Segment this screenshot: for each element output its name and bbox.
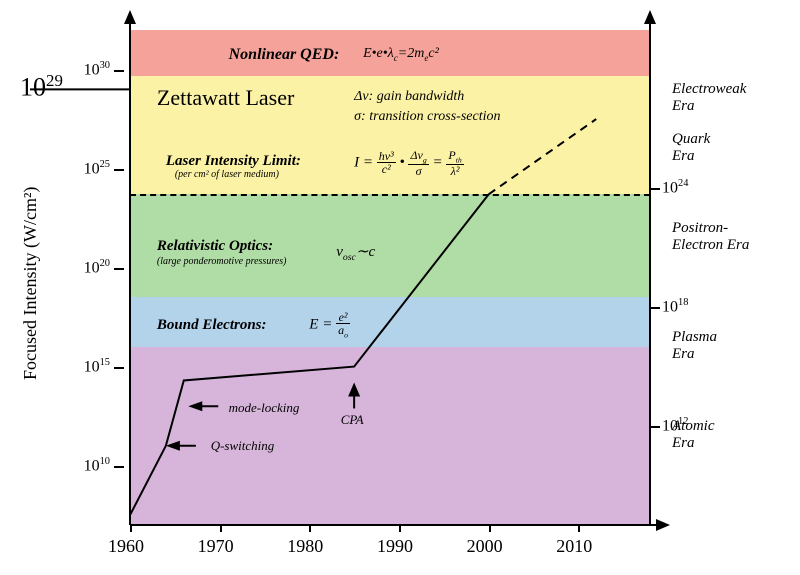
tick-left-20 <box>114 268 124 270</box>
tick-right-18 <box>650 307 660 309</box>
rel-formula: vosc∼c <box>336 242 375 263</box>
def-sigma: σ: transition cross-section <box>354 109 500 125</box>
tick-x-1980 <box>309 524 311 532</box>
tick-right-24 <box>650 188 660 190</box>
nonlinear-formula: E•e•λc=2mec² <box>363 46 439 63</box>
era-plasma-era: PlasmaEra <box>672 329 717 363</box>
bound-title: Bound Electrons: <box>157 317 267 334</box>
ylabel-left-25: 1025 <box>60 159 110 178</box>
tick-left-15 <box>114 367 124 369</box>
mode-locking-label: mode-locking <box>229 400 300 416</box>
tick-x-1960 <box>130 524 132 532</box>
ylabel-right-18: 1018 <box>662 297 688 316</box>
xlabel-1960: 1960 <box>108 536 144 557</box>
def-gain-bw: Δν: gain bandwidth <box>354 89 464 105</box>
limit-sub: (per cm² of laser medium) <box>175 169 279 180</box>
ylabel-right-24: 1024 <box>662 178 688 197</box>
marker-10e29: 1029 <box>20 71 63 103</box>
xlabel-1980: 1980 <box>287 536 323 557</box>
tick-x-1970 <box>220 524 222 532</box>
ylabel-left-15: 1015 <box>60 357 110 376</box>
cpa-label: CPA <box>341 412 364 428</box>
nonlinear-title: Nonlinear QED: <box>229 46 340 64</box>
era-quark-era: QuarkEra <box>672 131 710 165</box>
xlabel-1970: 1970 <box>198 536 234 557</box>
y-axis-title: Focused Intensity (W/cm²) <box>20 187 41 380</box>
laser-intensity-chart: 1010101510201025103010291012101810241960… <box>0 0 800 575</box>
tick-x-2000 <box>489 524 491 532</box>
q-switching-label: Q-switching <box>211 438 275 454</box>
zettawatt-label: Zettawatt Laser <box>157 85 294 111</box>
xlabel-1990: 1990 <box>377 536 413 557</box>
ylabel-left-30: 1030 <box>60 60 110 79</box>
tick-left-25 <box>114 169 124 171</box>
tick-right-12 <box>650 426 660 428</box>
ylabel-left-20: 1020 <box>60 258 110 277</box>
tick-left-30 <box>114 70 124 72</box>
era-atomic-era: AtomicEra <box>672 418 715 452</box>
bound-formula: E = e²ao <box>309 311 350 339</box>
rel-sub: (large ponderomotive pressures) <box>157 256 287 267</box>
ylabel-left-10: 1010 <box>60 456 110 475</box>
limit-title: Laser Intensity Limit: <box>166 153 301 170</box>
tick-left-10 <box>114 466 124 468</box>
xlabel-2010: 2010 <box>556 536 592 557</box>
tick-x-1990 <box>399 524 401 532</box>
era-electroweak-era: ElectroweakEra <box>672 81 746 115</box>
limit-formula: I = hν³c² • Δνgσ = Pthλ² <box>354 149 464 177</box>
xlabel-2000: 2000 <box>467 536 503 557</box>
rel-title: Relativistic Optics: <box>157 238 273 255</box>
era-positron-electron-era: Positron-Electron Era <box>672 220 749 254</box>
tick-x-2010 <box>578 524 580 532</box>
